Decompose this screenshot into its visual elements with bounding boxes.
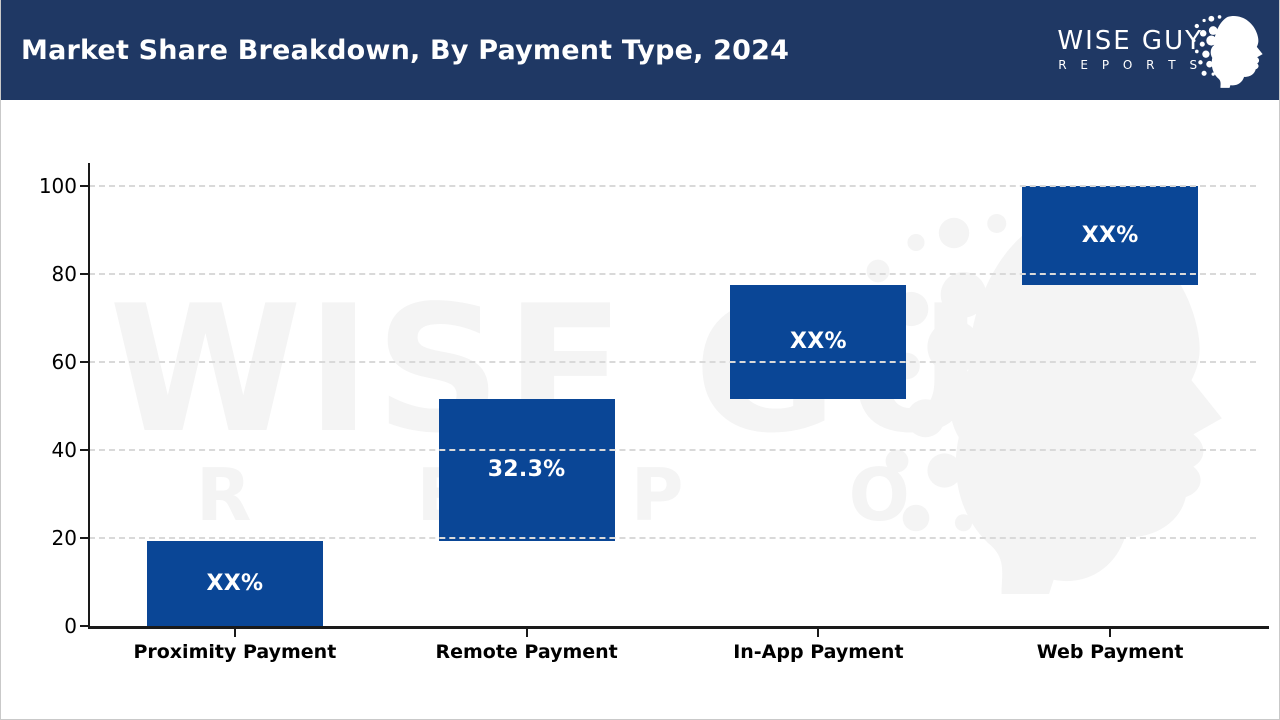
x-tick-proximity-payment xyxy=(233,629,236,637)
logo-wordmark-line1: WISE GUY xyxy=(1057,26,1203,57)
bar-value-label: XX% xyxy=(206,570,264,596)
y-tick-100 xyxy=(80,185,89,187)
x-tick-remote-payment xyxy=(525,629,528,637)
bar-value-label: XX% xyxy=(789,329,847,355)
y-tick-80 xyxy=(80,273,89,275)
bar-value-label: XX% xyxy=(1081,223,1139,249)
y-tick-label-100: 100 xyxy=(38,174,77,198)
y-tick-20 xyxy=(80,537,89,539)
bar-in-app-payment: XX% xyxy=(730,285,907,399)
logo-wordmark-line2: R E P O R T S xyxy=(1058,57,1203,72)
y-tick-label-0: 0 xyxy=(64,614,77,638)
y-tick-label-80: 80 xyxy=(51,262,77,286)
x-tick-web-payment xyxy=(1109,629,1112,637)
x-label-in-app-payment: In-App Payment xyxy=(733,641,904,663)
chart-area: WISE GUY R E P O R T S 020406080100XX%Pr… xyxy=(1,100,1280,719)
gridline-100 xyxy=(89,185,1256,187)
y-tick-label-20: 20 xyxy=(51,526,77,550)
y-tick-0 xyxy=(80,625,89,627)
y-axis-line xyxy=(88,163,90,629)
bar-proximity-payment: XX% xyxy=(146,540,323,626)
x-label-remote-payment: Remote Payment xyxy=(435,641,618,663)
y-tick-60 xyxy=(80,361,89,363)
bar-web-payment: XX% xyxy=(1022,186,1199,286)
x-label-proximity-payment: Proximity Payment xyxy=(133,641,337,663)
gridline-20 xyxy=(89,537,1256,539)
wiseguy-face-icon xyxy=(1192,15,1263,88)
x-label-web-payment: Web Payment xyxy=(1036,641,1184,663)
page-title: Market Share Breakdown, By Payment Type,… xyxy=(21,34,790,66)
watermark-text-line2: R E P O R T S xyxy=(196,453,1280,537)
logo-wordmark: WISE GUY R E P O R T S xyxy=(1057,26,1203,72)
y-tick-40 xyxy=(80,449,89,451)
gridline-40 xyxy=(89,449,1256,451)
y-tick-label-40: 40 xyxy=(51,438,77,462)
header: Market Share Breakdown, By Payment Type,… xyxy=(1,0,1279,100)
x-axis-line xyxy=(88,626,1269,629)
x-tick-in-app-payment xyxy=(817,629,820,637)
y-tick-label-60: 60 xyxy=(51,350,77,374)
bar-remote-payment: 32.3% xyxy=(438,398,615,541)
wiseguy-logo: WISE GUY R E P O R T S xyxy=(1057,10,1279,90)
gridline-60 xyxy=(89,361,1256,363)
bar-value-label: 32.3% xyxy=(487,457,566,483)
gridline-80 xyxy=(89,273,1256,275)
